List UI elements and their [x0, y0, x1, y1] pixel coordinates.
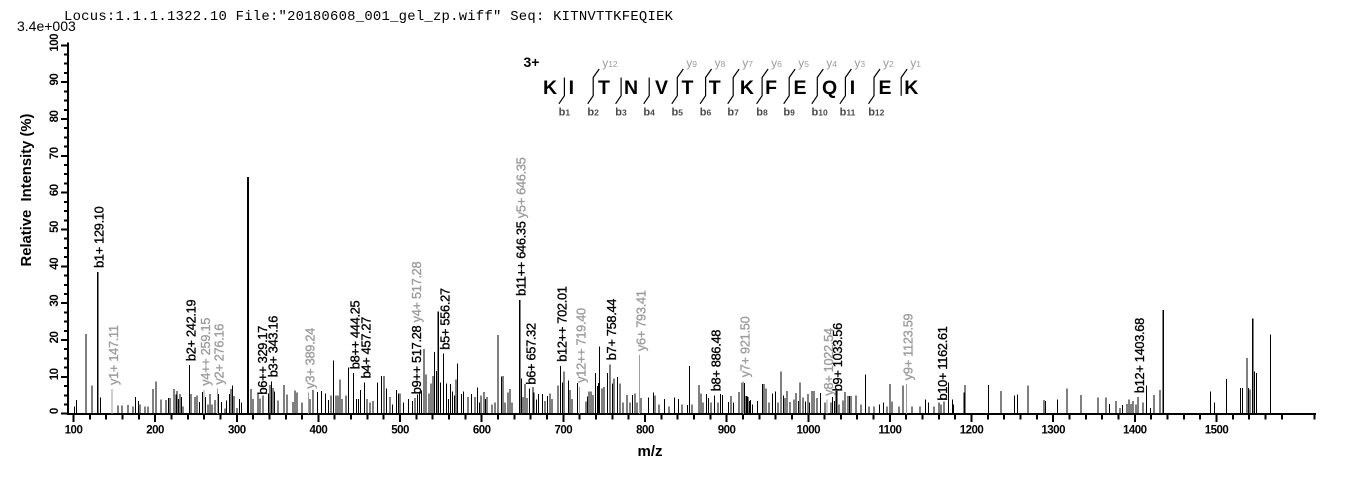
svg-text:E: E — [878, 77, 891, 99]
svg-text:b10+ 1162.61: b10+ 1162.61 — [935, 326, 950, 400]
svg-text:y5: y5 — [798, 56, 809, 70]
svg-text:b2+ 242.19: b2+ 242.19 — [184, 300, 199, 362]
svg-text:V: V — [655, 77, 668, 99]
svg-text:b8+ 886.48: b8+ 886.48 — [709, 330, 724, 392]
svg-text:y8: y8 — [715, 56, 726, 70]
svg-text:T: T — [709, 77, 721, 99]
svg-text:30: 30 — [49, 295, 61, 307]
svg-text:y7+ 921.50: y7+ 921.50 — [738, 316, 753, 377]
svg-text:700: 700 — [554, 425, 572, 437]
svg-text:b4: b4 — [643, 107, 655, 119]
svg-text:100: 100 — [65, 425, 83, 437]
svg-text:y9: y9 — [686, 56, 697, 70]
svg-text:F: F — [765, 77, 777, 99]
svg-text:b11++ 646.35 y5+ 646.35: b11++ 646.35 y5+ 646.35 — [514, 157, 529, 296]
svg-text:y12++ 719.40: y12++ 719.40 — [573, 308, 588, 383]
svg-text:K: K — [543, 77, 557, 99]
svg-text:y4: y4 — [826, 56, 837, 70]
svg-text:40: 40 — [49, 258, 61, 270]
svg-text:b5: b5 — [672, 107, 684, 119]
svg-text:I: I — [850, 77, 855, 99]
svg-text:100: 100 — [49, 34, 61, 52]
svg-text:b6++ 329.17: b6++ 329.17 — [255, 326, 270, 395]
svg-text:K: K — [740, 77, 754, 99]
svg-text:b6: b6 — [700, 107, 712, 119]
svg-text:y2+ 276.16: y2+ 276.16 — [212, 324, 227, 385]
svg-text:y2: y2 — [883, 56, 894, 70]
svg-text:b12++ 702.01: b12++ 702.01 — [554, 286, 569, 362]
svg-text:300: 300 — [228, 425, 246, 437]
svg-text:1300: 1300 — [1041, 425, 1065, 437]
svg-text:N: N — [624, 77, 638, 99]
svg-text:y3: y3 — [854, 56, 865, 70]
svg-text:b6+ 657.32: b6+ 657.32 — [524, 323, 539, 385]
svg-text:Relative Intensity (%): Relative Intensity (%) — [19, 113, 35, 266]
svg-text:20: 20 — [49, 332, 61, 344]
svg-text:900: 900 — [718, 425, 736, 437]
svg-text:T: T — [598, 77, 610, 99]
svg-text:800: 800 — [636, 425, 654, 437]
svg-text:3.4e+003: 3.4e+003 — [17, 18, 76, 34]
svg-text:y6+ 793.41: y6+ 793.41 — [634, 290, 649, 351]
svg-text:1000: 1000 — [797, 425, 821, 437]
svg-text:b9++ 517.28 y4+ 517.28: b9++ 517.28 y4+ 517.28 — [409, 261, 424, 394]
svg-text:y6: y6 — [771, 56, 782, 70]
svg-text:b1+ 129.10: b1+ 129.10 — [92, 206, 107, 268]
svg-text:b11: b11 — [840, 107, 856, 119]
svg-text:b7: b7 — [727, 107, 739, 119]
svg-text:b7+ 758.44: b7+ 758.44 — [604, 299, 619, 361]
svg-text:y9+ 1123.59: y9+ 1123.59 — [901, 313, 916, 380]
svg-text:y1+ 147.11: y1+ 147.11 — [106, 325, 121, 385]
svg-text:I: I — [569, 77, 574, 99]
svg-text:200: 200 — [146, 425, 164, 437]
svg-text:T: T — [681, 77, 693, 99]
svg-text:y3+ 389.24: y3+ 389.24 — [303, 328, 318, 389]
svg-text:y7: y7 — [742, 56, 753, 70]
svg-text:70: 70 — [49, 147, 61, 159]
svg-text:60: 60 — [49, 184, 61, 196]
svg-text:b12: b12 — [868, 107, 884, 119]
svg-text:b8: b8 — [756, 107, 768, 119]
svg-text:600: 600 — [473, 425, 491, 437]
svg-text:b9: b9 — [783, 107, 795, 119]
svg-text:1400: 1400 — [1123, 425, 1147, 437]
svg-text:50: 50 — [49, 221, 61, 233]
svg-text:Locus:1.1.1.1322.10 File:"2018: Locus:1.1.1.1322.10 File:"20180608_001_g… — [64, 9, 674, 25]
svg-text:b8++ 444.25: b8++ 444.25 — [348, 300, 363, 369]
svg-text:1500: 1500 — [1205, 425, 1229, 437]
svg-text:E: E — [793, 77, 806, 99]
svg-text:3+: 3+ — [524, 54, 540, 70]
svg-text:y1: y1 — [910, 56, 921, 70]
svg-text:b2: b2 — [587, 107, 599, 119]
svg-text:1100: 1100 — [878, 425, 901, 437]
svg-text:b1: b1 — [559, 107, 571, 119]
svg-text:y8+ 1022.54: y8+ 1022.54 — [821, 328, 836, 396]
svg-text:b4+ 457.27: b4+ 457.27 — [358, 317, 373, 379]
svg-text:10: 10 — [49, 368, 61, 380]
svg-text:80: 80 — [49, 111, 61, 123]
svg-text:400: 400 — [310, 425, 328, 437]
svg-text:b12+ 1403.68: b12+ 1403.68 — [1132, 318, 1147, 393]
svg-text:b3+ 343.16: b3+ 343.16 — [266, 316, 281, 378]
svg-text:b5+ 556.27: b5+ 556.27 — [438, 288, 453, 350]
svg-text:Q: Q — [822, 77, 837, 99]
svg-text:K: K — [904, 77, 918, 99]
svg-text:0: 0 — [49, 408, 61, 414]
svg-text:1200: 1200 — [960, 425, 984, 437]
svg-text:y12: y12 — [602, 56, 618, 70]
svg-text:b10: b10 — [812, 107, 828, 119]
svg-text:b3: b3 — [615, 107, 627, 119]
svg-text:90: 90 — [49, 74, 61, 86]
svg-text:y4++ 259.15: y4++ 259.15 — [198, 318, 213, 386]
svg-text:m/z: m/z — [637, 443, 662, 460]
svg-text:b9+ 1033.56: b9+ 1033.56 — [830, 323, 845, 391]
svg-text:500: 500 — [391, 425, 409, 437]
